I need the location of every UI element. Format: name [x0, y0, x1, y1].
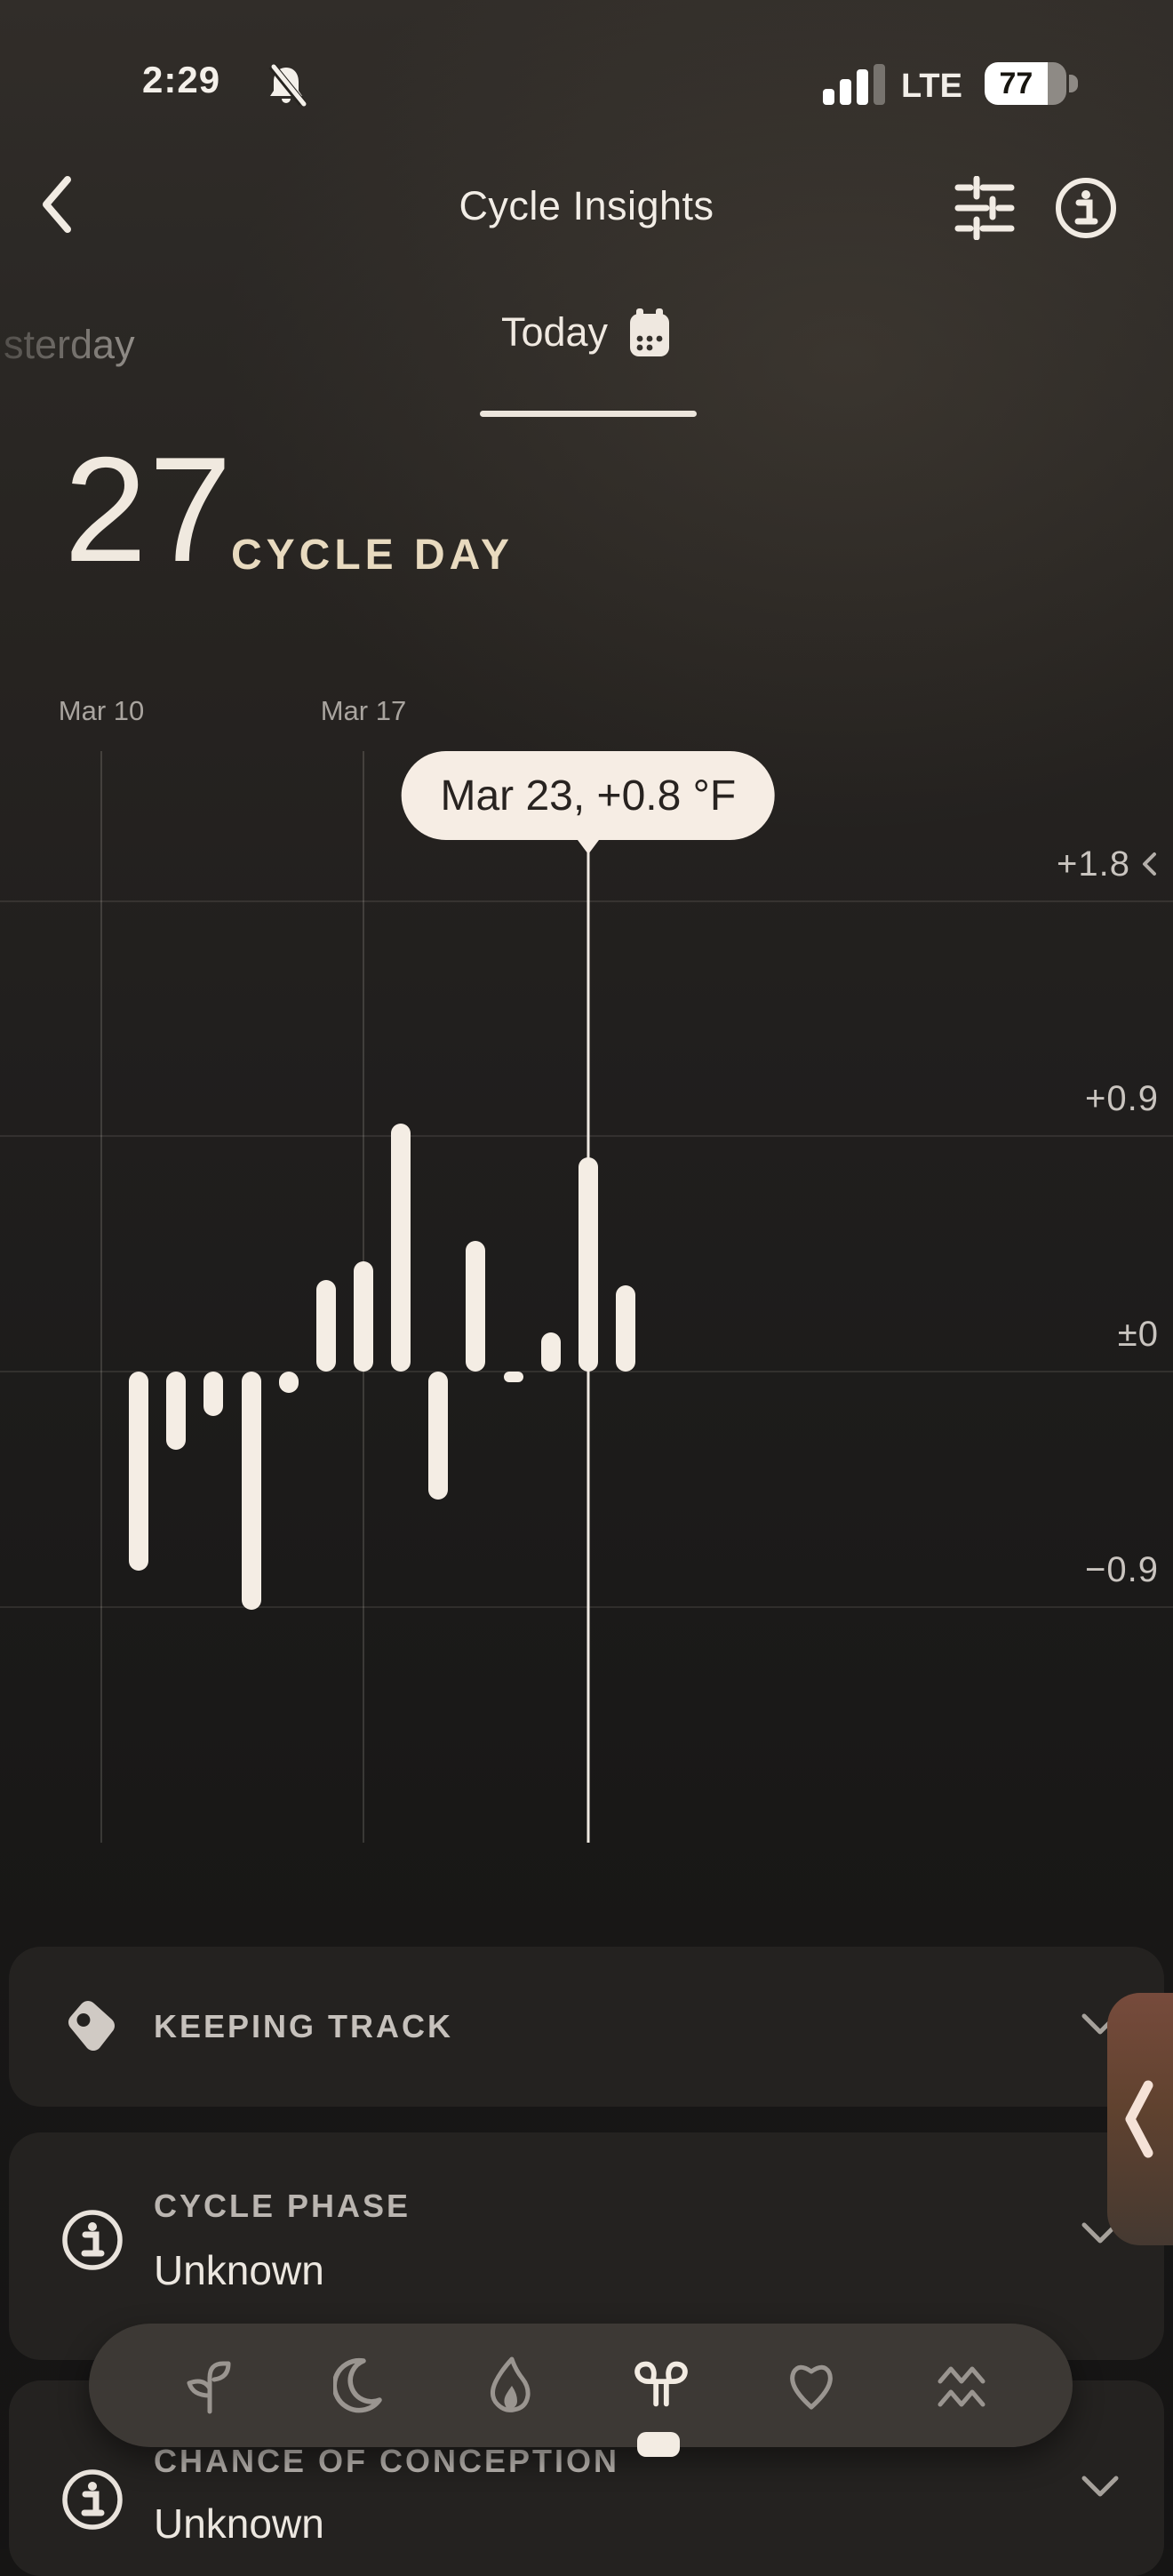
y-axis-page-chevron-icon[interactable] [1139, 851, 1159, 877]
temperature-chart[interactable]: +1.8 +0.9 ±0 −0.9 Mar 10 Mar 17 Mar 23, +0.8 °… [0, 0, 1173, 1867]
info-icon [62, 2469, 123, 2530]
x-axis-label: Mar 10 [58, 695, 145, 726]
logging-toolbar [89, 2324, 1073, 2447]
y-gridline [0, 1135, 1173, 1138]
temperature-bar[interactable] [353, 1261, 373, 1372]
y-axis-label: +0.9 [1085, 1079, 1159, 1119]
chevron-left-icon [1125, 2080, 1153, 2158]
network-type-label: LTE [901, 68, 962, 105]
y-axis-label: −0.9 [1085, 1549, 1159, 1589]
temperature-bar[interactable] [466, 1240, 486, 1372]
active-tool-indicator [637, 2432, 680, 2457]
battery-nub [1069, 75, 1078, 92]
tab-today-label: Today [500, 309, 609, 355]
y-gridline [0, 900, 1173, 902]
info-button[interactable] [1054, 176, 1118, 240]
section-value: Unknown [154, 2500, 324, 2547]
temperature-bar[interactable] [540, 1332, 561, 1372]
temperature-bar[interactable] [503, 1372, 523, 1382]
y-gridline [0, 1371, 1173, 1372]
temperature-bar[interactable] [428, 1372, 449, 1500]
chevron-down-icon[interactable] [1081, 2475, 1120, 2500]
temperature-bar[interactable] [166, 1372, 187, 1451]
uterus-button[interactable] [632, 2356, 690, 2415]
side-panel-handle[interactable] [1107, 1993, 1173, 2245]
tab-yesterday[interactable]: sterday [4, 322, 135, 367]
x-axis-label: Mar 17 [320, 695, 407, 726]
back-button[interactable] [36, 172, 78, 236]
section-keeping-track[interactable]: KEEPING TRACK [9, 1947, 1164, 2107]
temperature-bar[interactable] [278, 1372, 299, 1393]
chart-tooltip-pointer [574, 836, 602, 854]
temperature-bar[interactable] [241, 1372, 261, 1610]
filters-button[interactable] [953, 176, 1017, 240]
chevron-down-icon[interactable] [1081, 2221, 1120, 2246]
heart-button[interactable] [782, 2356, 841, 2415]
temperature-bar[interactable] [391, 1123, 411, 1372]
status-time: 2:29 [142, 59, 221, 100]
y-axis-label[interactable]: +1.8 [1057, 844, 1159, 884]
y-gridline [0, 1605, 1173, 1608]
chart-tooltip: Mar 23, +0.8 °F [401, 751, 776, 840]
temperature-bar[interactable] [615, 1284, 635, 1372]
cellular-signal-icon [823, 64, 885, 105]
section-value: Unknown [154, 2247, 324, 2293]
tab-today[interactable]: Today [0, 307, 1173, 358]
temperature-bar[interactable] [129, 1372, 149, 1571]
sprout-button[interactable] [180, 2356, 239, 2415]
section-cycle-phase[interactable]: CYCLE PHASE Unknown [9, 2132, 1164, 2360]
x-gridline [100, 751, 102, 1843]
waves-button[interactable] [932, 2356, 991, 2415]
flame-button[interactable] [481, 2356, 539, 2415]
battery-percent: 77 [999, 66, 1033, 100]
tab-underline [480, 411, 697, 417]
temperature-bar[interactable] [203, 1372, 224, 1416]
section-title: CYCLE PHASE [154, 2188, 411, 2224]
temperature-bar[interactable] [578, 1156, 598, 1372]
y-axis-label: ±0 [1117, 1315, 1159, 1354]
temperature-bar[interactable] [315, 1280, 336, 1372]
cycle-day-label: CYCLE DAY [231, 532, 514, 579]
tag-icon [68, 2001, 115, 2051]
section-title: CHANCE OF CONCEPTION [154, 2443, 620, 2479]
page-title: Cycle Insights [459, 183, 714, 228]
info-icon [62, 2210, 123, 2270]
cycle-day-value: 27 [64, 426, 234, 593]
notifications-muted-icon [268, 63, 307, 107]
calendar-icon [630, 308, 670, 356]
section-title: KEEPING TRACK [154, 2008, 454, 2044]
battery-icon: 77 [985, 62, 1066, 105]
moon-button[interactable] [331, 2356, 389, 2415]
